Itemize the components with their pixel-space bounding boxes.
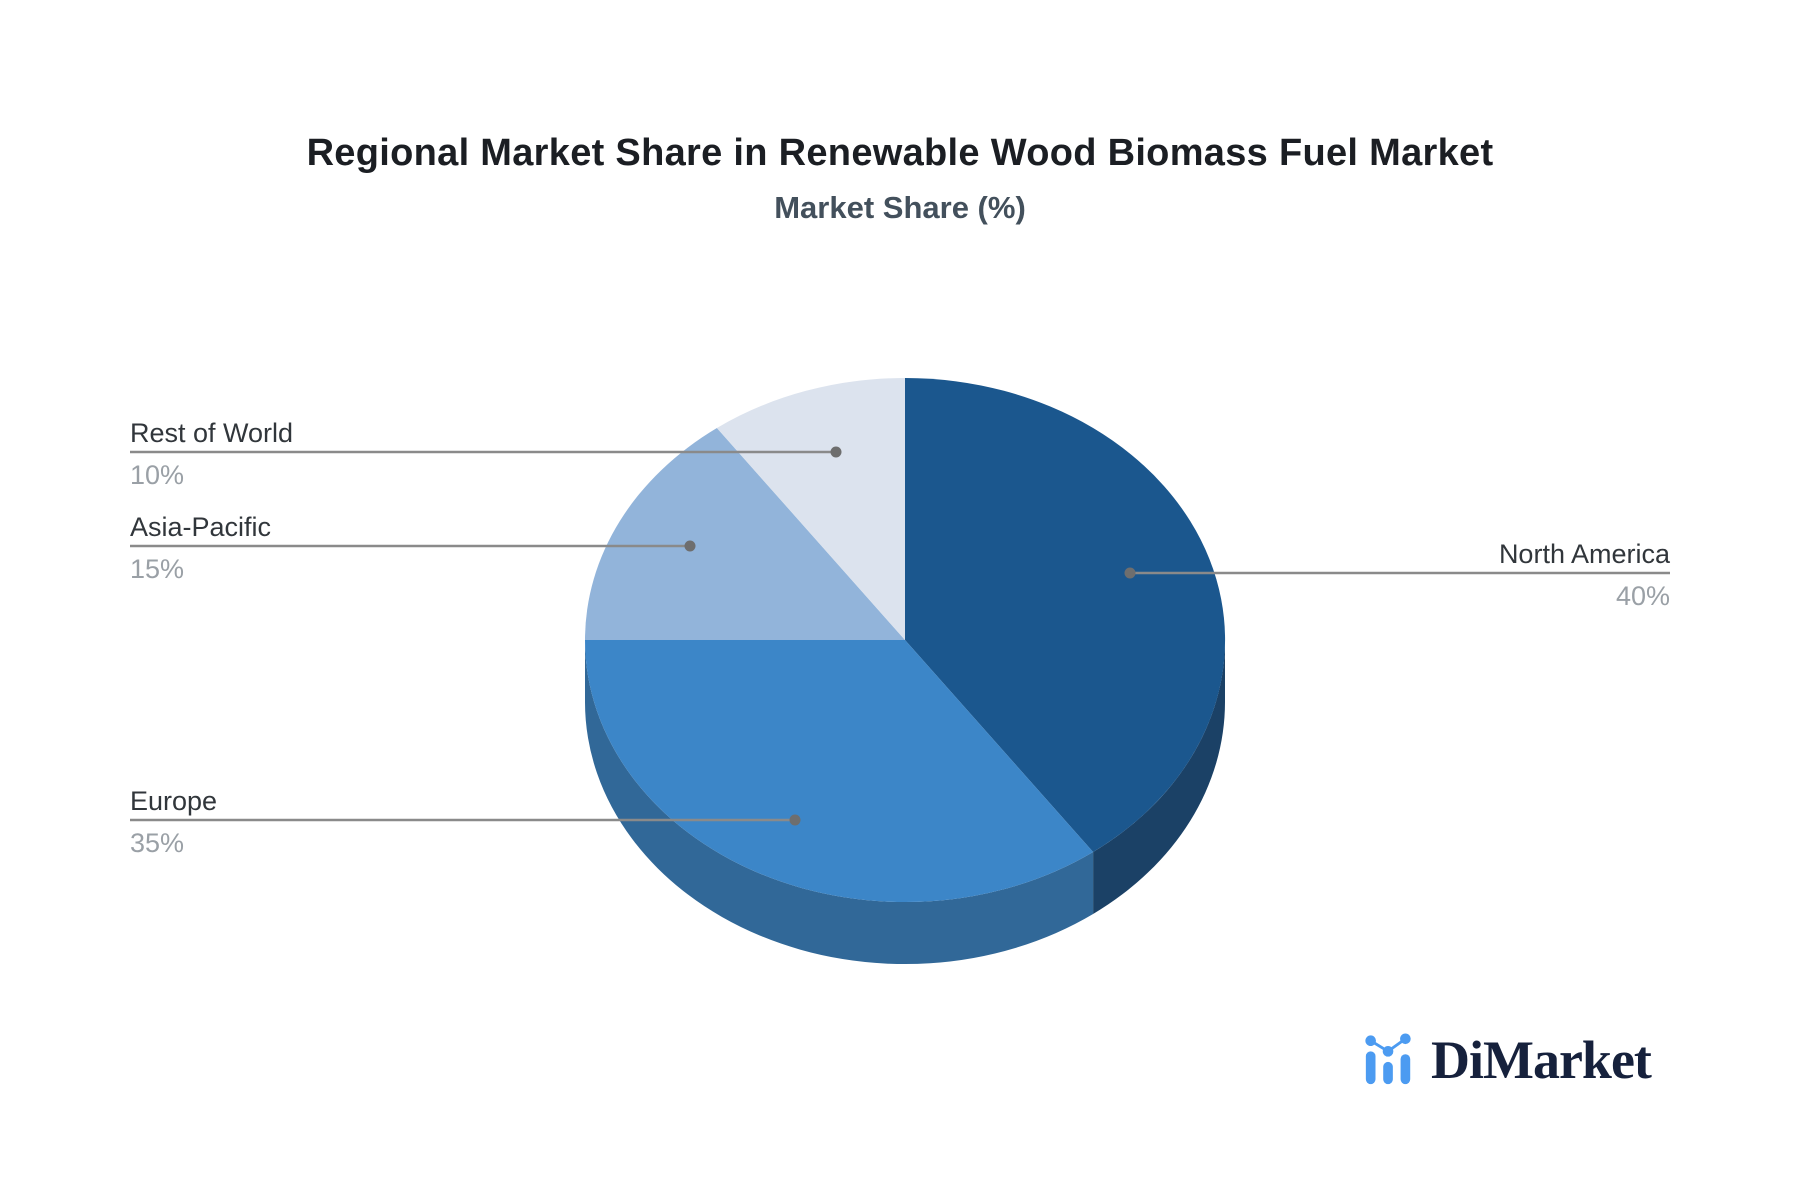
slice-label-name: North America xyxy=(1498,539,1670,569)
slice-label-asia-pacific: Asia-Pacific 15% xyxy=(130,513,271,583)
slice-label-europe: Europe 35% xyxy=(130,787,217,857)
pie-slice-asia-pacific[interactable] xyxy=(584,428,905,640)
leader-dot-rest-of-world xyxy=(830,446,842,458)
chart-subtitle: Market Share (%) xyxy=(774,190,1026,225)
slice-label-rest-of-world: Rest of World 10% xyxy=(130,419,293,489)
slice-label-name: Europe xyxy=(130,786,218,816)
pie-slice-north-america[interactable] xyxy=(905,377,1226,852)
brand-name: DiMarket xyxy=(1431,1030,1652,1090)
slice-label-value: 10% xyxy=(130,460,185,490)
slice-label-value: 40% xyxy=(1615,581,1670,611)
slice-label-name: Asia-Pacific xyxy=(130,512,272,542)
leader-dot-north-america xyxy=(1124,567,1136,579)
slice-label-value: 35% xyxy=(130,828,185,858)
leader-dot-europe xyxy=(789,814,801,826)
pie-slice-side-north-america xyxy=(1093,640,1225,914)
pie-slice-europe[interactable] xyxy=(585,640,1094,903)
slice-label-value: 15% xyxy=(130,554,185,584)
slice-label-name: Rest of World xyxy=(130,418,294,448)
chart-title: Regional Market Share in Renewable Wood … xyxy=(306,132,1494,174)
pie-slice-side-europe xyxy=(585,640,1094,965)
pie-slice-rest-of-world[interactable] xyxy=(716,378,905,640)
bar-line-chart-icon xyxy=(1365,1033,1411,1085)
slice-label-north-america: North America 40% xyxy=(1499,540,1670,610)
leader-dot-asia-pacific xyxy=(684,540,696,552)
brand-logo: DiMarket xyxy=(1362,1030,1652,1090)
